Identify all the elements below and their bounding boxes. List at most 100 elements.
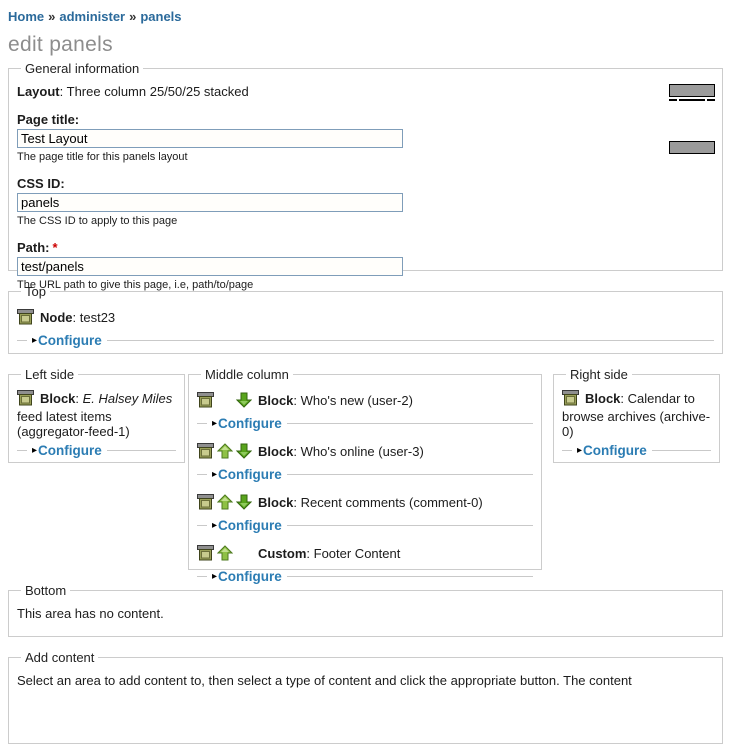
pane-content-row: Block: Who's online (user-3) [197, 443, 533, 463]
content-type-label: Block [258, 393, 294, 408]
pane-item: Block: Who's online (user-3) ▸ Configure [197, 443, 533, 482]
layout-summary: Layout: Three column 25/50/25 stacked [17, 84, 714, 99]
fieldset-border-segment [17, 339, 27, 341]
fieldset-border-segment [197, 575, 207, 577]
content-title: Who's new (user-2) [300, 393, 413, 408]
pane-content-row: Custom: Footer Content [197, 545, 533, 565]
pane-top-fieldset: Top Node: test23 ▸ Configure [8, 284, 723, 354]
layout-value: Three column 25/50/25 stacked [66, 84, 249, 99]
path-label: Path: * [17, 240, 58, 255]
breadcrumb-separator: » [129, 9, 137, 24]
path-input[interactable] [17, 257, 403, 276]
delete-icon[interactable] [197, 494, 214, 514]
collapsed-arrow-icon: ▸ [212, 417, 218, 429]
move-down-icon[interactable] [236, 392, 252, 412]
empty-area-text: This area has no content. [17, 606, 164, 621]
panel-columns: Left side Block: E. Halsey Miles feed la… [8, 367, 723, 584]
pane-bottom-fieldset: Bottom This area has no content. [8, 583, 723, 637]
fieldset-border-segment [286, 473, 533, 475]
colon: : [59, 84, 67, 99]
configure-link[interactable]: Configure [583, 442, 647, 458]
pane-right-fieldset: Right side Block: Calendar to browse arc… [553, 367, 720, 463]
move-down-icon[interactable] [236, 494, 252, 514]
layout-label: Layout [17, 84, 60, 99]
fieldset-border-segment [197, 422, 207, 424]
collapsed-arrow-icon: ▸ [577, 444, 583, 456]
collapsed-arrow-icon: ▸ [212, 570, 218, 582]
content-title: Recent comments (comment-0) [300, 495, 483, 510]
path-form-item: Path:* The URL path to give this page, i… [17, 240, 714, 291]
content-type-label: Block [258, 495, 294, 510]
pane-content-row: Node: test23 [17, 309, 714, 329]
fieldset-border-segment [106, 339, 714, 341]
configure-link[interactable]: Configure [218, 466, 282, 482]
delete-icon[interactable] [197, 392, 214, 412]
pane-content-row: Block: Recent comments (comment-0) [197, 494, 533, 514]
fieldset-border-segment [651, 449, 711, 451]
fieldset-border-segment [17, 449, 27, 451]
configure-collapsed-fieldset: ▸ Configure [197, 517, 533, 533]
breadcrumb-link-administer[interactable]: administer [59, 9, 126, 24]
breadcrumb-link-panels[interactable]: panels [140, 9, 182, 24]
path-help: The URL path to give this page, i.e, pat… [17, 279, 254, 291]
layout-thumb-center-col [679, 99, 705, 101]
content-type-label: Node [40, 310, 73, 325]
page-title-input[interactable] [17, 129, 403, 148]
configure-link[interactable]: Configure [218, 415, 282, 431]
fieldset-border-segment [286, 575, 533, 577]
fieldset-border-segment [197, 473, 207, 475]
css-id-label: CSS ID: [17, 176, 65, 191]
add-content-description: Select an area to add content to, then s… [17, 673, 632, 688]
fieldset-border-segment [106, 449, 176, 451]
pane-middle-legend: Middle column [205, 367, 289, 382]
content-type-label: Block [40, 391, 76, 406]
pane-item: Custom: Footer Content ▸ Configure [197, 545, 533, 584]
cropped-content-artifact [8, 0, 723, 5]
configure-link[interactable]: Configure [218, 568, 282, 584]
pane-item: Block: Recent comments (comment-0) ▸ Con… [197, 494, 533, 533]
delete-icon[interactable] [562, 390, 579, 409]
move-up-icon[interactable] [217, 545, 233, 565]
pane-content-row: Block: Who's new (user-2) [197, 392, 533, 412]
delete-icon[interactable] [17, 309, 34, 329]
css-id-input[interactable] [17, 193, 403, 212]
css-id-help: The CSS ID to apply to this page [17, 215, 178, 227]
page-title: edit panels [8, 33, 113, 56]
move-up-icon[interactable] [217, 494, 233, 514]
pane-bottom-legend: Bottom [25, 583, 67, 598]
collapsed-arrow-icon: ▸ [212, 468, 218, 480]
add-content-legend: Add content [25, 650, 95, 665]
css-id-form-item: CSS ID: The CSS ID to apply to this page [17, 176, 714, 227]
pane-left-fieldset: Left side Block: E. Halsey Miles feed la… [8, 367, 185, 463]
fieldset-border-segment [286, 422, 533, 424]
content-type-label: Block [585, 391, 621, 406]
move-down-icon[interactable] [236, 443, 252, 463]
breadcrumb: Home» administer» panels [8, 9, 723, 24]
layout-thumb-left-col [669, 99, 677, 101]
configure-link[interactable]: Configure [38, 332, 102, 348]
delete-icon[interactable] [17, 390, 34, 409]
configure-link[interactable]: Configure [38, 442, 102, 458]
content-title: Who's online (user-3) [300, 444, 424, 459]
configure-collapsed-fieldset: ▸ Configure [197, 466, 533, 482]
breadcrumb-separator: » [48, 9, 56, 24]
content-title-emphasis: E. Halsey Miles [82, 391, 173, 406]
breadcrumb-link-home[interactable]: Home [8, 9, 45, 24]
configure-collapsed-fieldset: ▸ Configure [197, 568, 533, 584]
configure-collapsed-fieldset: ▸ Configure [17, 442, 176, 458]
pane-left-legend: Left side [25, 367, 75, 382]
general-information-fieldset: General information Layout: Three column… [8, 61, 723, 291]
delete-icon[interactable] [197, 545, 214, 565]
content-type-label: Custom [258, 546, 307, 561]
add-content-fieldset: Add content Select an area to add conten… [8, 650, 723, 744]
pane-item: Block: Who's new (user-2) ▸ Configure [197, 392, 533, 431]
configure-link[interactable]: Configure [218, 517, 282, 533]
layout-thumb-right-col [707, 99, 715, 101]
configure-collapsed-fieldset: ▸ Configure [17, 332, 714, 348]
fieldset-border-segment [562, 449, 572, 451]
content-title: feed latest items (aggregator-feed-1) [17, 409, 130, 439]
move-up-icon[interactable] [217, 443, 233, 463]
pane-top-legend: Top [25, 284, 46, 299]
layout-thumb-bottom-bar [669, 141, 715, 154]
delete-icon[interactable] [197, 443, 214, 463]
